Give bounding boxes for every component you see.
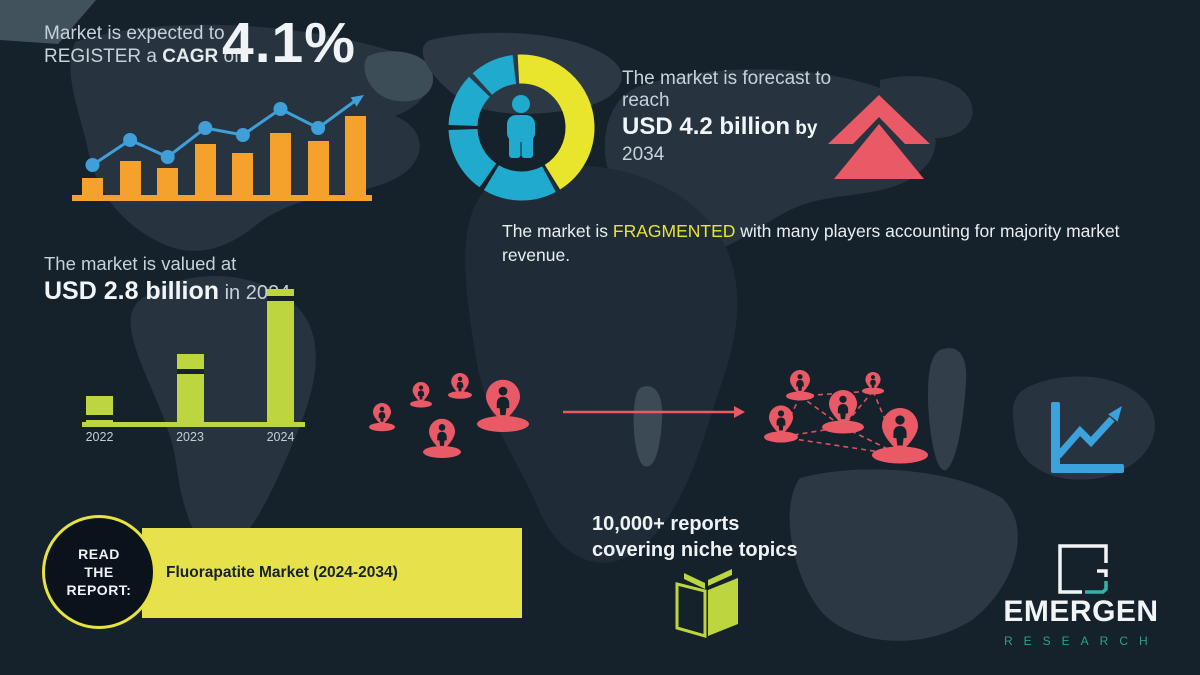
forecast-value: USD 4.2 billion by bbox=[622, 113, 818, 140]
valuation-bar-chart: 2022 2023 2024 bbox=[80, 284, 310, 446]
logo-wordmark[interactable]: EMERGEN bbox=[1003, 595, 1159, 628]
location-pin-icon bbox=[486, 379, 520, 423]
connected-players-network bbox=[764, 370, 928, 464]
location-pin-icon bbox=[429, 418, 455, 452]
x-tick-label: 2023 bbox=[176, 430, 204, 444]
bar bbox=[119, 161, 141, 195]
open-book-icon bbox=[675, 569, 738, 638]
x-tick-label: 2024 bbox=[266, 430, 295, 444]
donut-ring bbox=[448, 54, 595, 201]
location-pin-icon bbox=[790, 370, 810, 395]
location-pin-icon bbox=[769, 405, 793, 436]
players-pins-cluster bbox=[369, 373, 529, 458]
valuation-line1: The market is valued at bbox=[44, 253, 237, 274]
location-pin-icon bbox=[373, 403, 391, 426]
report-title[interactable]: Fluorapatite Market (2024-2034) bbox=[166, 564, 398, 581]
cagr-bar-chart bbox=[72, 88, 372, 201]
fragmented-highlight: FRAGMENTED bbox=[612, 221, 736, 241]
valuation-value: USD 2.8 billion in 2024 bbox=[44, 277, 291, 305]
reports-line2: covering niche topics bbox=[592, 539, 798, 561]
x-axis-baseline bbox=[72, 195, 372, 201]
report-title-banner[interactable]: Fluorapatite Market (2024-2034) bbox=[142, 528, 522, 618]
line-chart-arrow-icon bbox=[1051, 402, 1124, 473]
market-structure-donut bbox=[448, 54, 595, 201]
growth-arrows-icon bbox=[828, 95, 930, 179]
cagr-heading-line1: Market is expected to bbox=[44, 23, 225, 44]
reports-line1: 10,000+ reports bbox=[592, 513, 740, 535]
bar bbox=[194, 144, 216, 195]
location-pin-icon bbox=[412, 382, 430, 403]
emergen-logo-mark[interactable] bbox=[1055, 541, 1109, 599]
forecast-line1: The market is forecast to bbox=[622, 68, 832, 89]
cagr-heading-line2: REGISTER a CAGR of bbox=[44, 46, 240, 67]
bar bbox=[270, 133, 291, 195]
forecast-block: The market is forecast to reach USD 4.2 … bbox=[622, 68, 831, 166]
bar bbox=[232, 153, 254, 195]
location-pin-icon bbox=[882, 408, 918, 453]
x-tick-label: 2022 bbox=[85, 430, 114, 444]
bar bbox=[157, 168, 179, 195]
fragmented-statement: The market is FRAGMENTED with many playe… bbox=[502, 221, 1120, 265]
logo-subtitle: RESEARCH bbox=[1004, 634, 1159, 648]
valuation-block: The market is valued at USD 2.8 billion … bbox=[44, 253, 290, 306]
bar bbox=[86, 396, 113, 427]
forecast-year: 2034 bbox=[622, 144, 665, 165]
cagr-heading: Market is expected to REGISTER a CAGR of bbox=[44, 22, 239, 68]
trend-line-arrow-icon bbox=[85, 95, 364, 172]
consolidation-arrow-icon bbox=[563, 406, 745, 418]
person-icon bbox=[507, 95, 535, 158]
bar bbox=[307, 141, 329, 195]
bar bbox=[176, 354, 204, 427]
bar bbox=[82, 178, 103, 195]
bar bbox=[345, 116, 367, 195]
bar bbox=[267, 289, 294, 427]
forecast-line2: reach bbox=[622, 90, 670, 111]
reports-note: 10,000+ reports covering niche topics bbox=[592, 511, 798, 563]
cagr-value: 4.1% bbox=[222, 11, 356, 75]
location-pin-icon bbox=[451, 373, 469, 395]
read-report-badge[interactable]: READ THE REPORT: bbox=[42, 515, 156, 629]
